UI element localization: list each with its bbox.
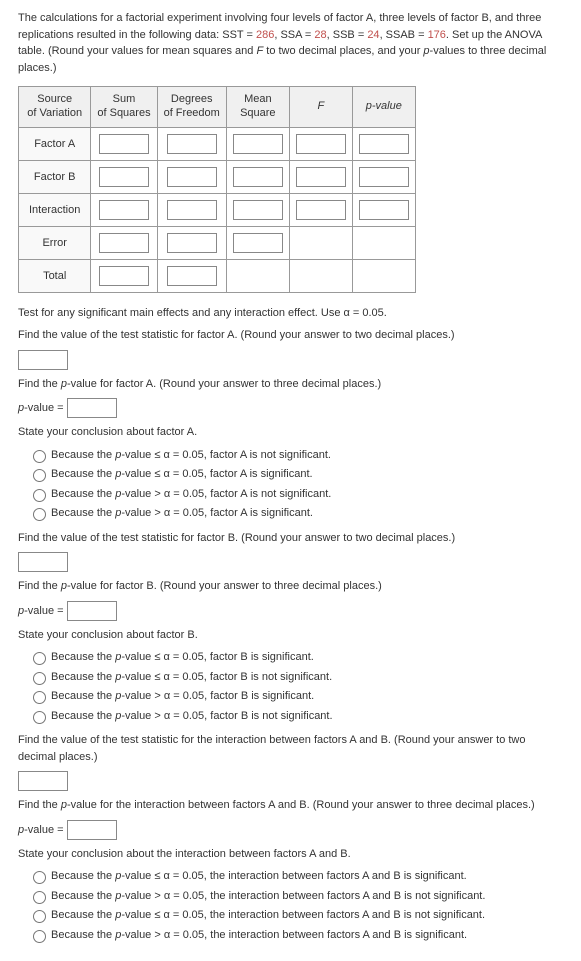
- input-p-b[interactable]: [359, 167, 409, 187]
- input-ms-int[interactable]: [233, 200, 283, 220]
- input-ms-a[interactable]: [233, 134, 283, 154]
- input-p-int[interactable]: [359, 200, 409, 220]
- input-fAB-stat[interactable]: [18, 771, 68, 791]
- input-ss-tot[interactable]: [99, 266, 149, 286]
- col-source: Sourceof Variation: [19, 87, 91, 128]
- radio-AB-2[interactable]: [33, 891, 46, 904]
- prompt-fA-p: Find the p-value for factor A. (Round yo…: [18, 376, 563, 393]
- prompt-fAB-stat: Find the value of the test statistic for…: [18, 732, 563, 765]
- prompt-stateB: State your conclusion about factor B.: [18, 627, 563, 644]
- input-ss-a[interactable]: [99, 134, 149, 154]
- input-fA-stat[interactable]: [18, 350, 68, 370]
- radio-B-4[interactable]: [33, 711, 46, 724]
- radio-B-3[interactable]: [33, 691, 46, 704]
- radios-B: Because the p-value ≤ α = 0.05, factor B…: [28, 649, 563, 724]
- col-pvalue: p-value: [352, 87, 415, 128]
- col-f: F: [289, 87, 352, 128]
- input-df-a[interactable]: [167, 134, 217, 154]
- anova-table: Sourceof Variation Sumof Squares Degrees…: [18, 86, 416, 293]
- input-ss-b[interactable]: [99, 167, 149, 187]
- input-ss-err[interactable]: [99, 233, 149, 253]
- radio-A-3[interactable]: [33, 489, 46, 502]
- radio-AB-1[interactable]: [33, 871, 46, 884]
- input-f-b[interactable]: [296, 167, 346, 187]
- radio-B-1[interactable]: [33, 652, 46, 665]
- radio-AB-4[interactable]: [33, 930, 46, 943]
- input-fAB-pvalue[interactable]: [67, 820, 117, 840]
- input-fB-stat[interactable]: [18, 552, 68, 572]
- input-fB-pvalue[interactable]: [67, 601, 117, 621]
- input-df-tot[interactable]: [167, 266, 217, 286]
- col-ms: MeanSquare: [226, 87, 289, 128]
- col-df: Degreesof Freedom: [157, 87, 226, 128]
- input-df-b[interactable]: [167, 167, 217, 187]
- radio-AB-3[interactable]: [33, 910, 46, 923]
- prompt-fA-stat: Find the value of the test statistic for…: [18, 327, 563, 344]
- prompt-stateAB: State your conclusion about the interact…: [18, 846, 563, 863]
- prompt-fAB-p: Find the p-value for the interaction bet…: [18, 797, 563, 814]
- input-f-a[interactable]: [296, 134, 346, 154]
- input-ss-int[interactable]: [99, 200, 149, 220]
- radios-AB: Because the p-value ≤ α = 0.05, the inte…: [28, 868, 563, 943]
- test-intro: Test for any significant main effects an…: [18, 305, 563, 322]
- radio-A-2[interactable]: [33, 469, 46, 482]
- input-p-a[interactable]: [359, 134, 409, 154]
- radio-A-4[interactable]: [33, 508, 46, 521]
- input-ms-b[interactable]: [233, 167, 283, 187]
- intro-text: The calculations for a factorial experim…: [18, 10, 563, 76]
- input-ms-err[interactable]: [233, 233, 283, 253]
- radio-B-2[interactable]: [33, 672, 46, 685]
- radios-A: Because the p-value ≤ α = 0.05, factor A…: [28, 447, 563, 522]
- prompt-stateA: State your conclusion about factor A.: [18, 424, 563, 441]
- input-f-int[interactable]: [296, 200, 346, 220]
- radio-A-1[interactable]: [33, 450, 46, 463]
- prompt-fB-p: Find the p-value for factor B. (Round yo…: [18, 578, 563, 595]
- input-df-err[interactable]: [167, 233, 217, 253]
- input-df-int[interactable]: [167, 200, 217, 220]
- prompt-fB-stat: Find the value of the test statistic for…: [18, 530, 563, 547]
- col-sum: Sumof Squares: [91, 87, 157, 128]
- input-fA-pvalue[interactable]: [67, 398, 117, 418]
